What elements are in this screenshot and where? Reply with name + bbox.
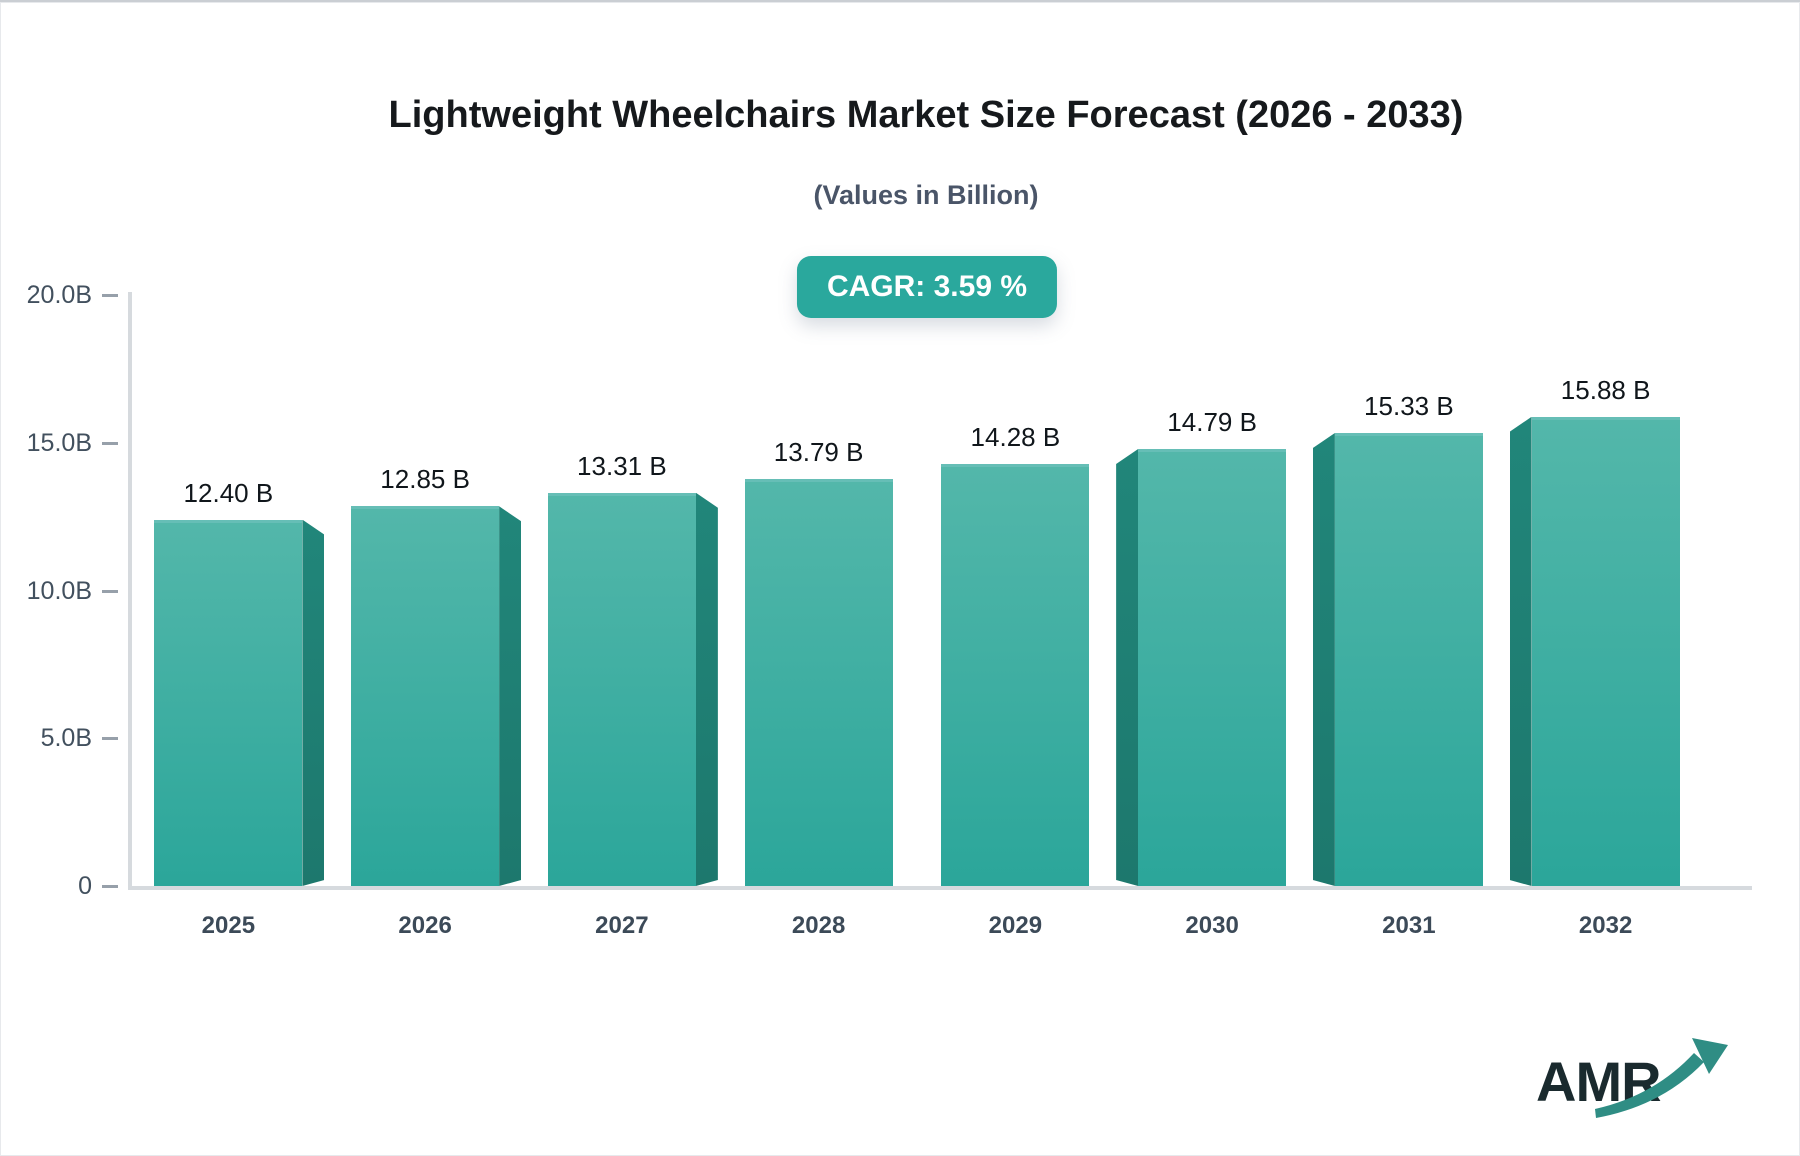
growth-arrow-icon — [1595, 1038, 1728, 1118]
bar-value-label-2032: 15.88 B — [1560, 374, 1651, 405]
x-tick-label-2029: 2029 — [988, 912, 1043, 939]
bar-column-2031: 15.33 B — [1311, 295, 1508, 886]
bar-2030 — [1138, 448, 1287, 886]
y-tick-dash — [102, 441, 118, 445]
bar-2032 — [1532, 416, 1680, 886]
x-tick-label-2032: 2032 — [1578, 912, 1633, 939]
bar-2028 — [744, 478, 893, 886]
y-tick-dash — [102, 885, 118, 888]
bar-value-label-2027: 13.31 B — [577, 450, 667, 481]
chart-title: Lightweight Wheelchairs Market Size Fore… — [388, 94, 1464, 136]
bar-2029 — [941, 464, 1090, 886]
x-axis-labels: 2025 2026 2027 2028 2029 2030 2031 2032 — [130, 910, 1704, 944]
bar-side-face-2026 — [499, 506, 521, 886]
x-tick-label-2031: 2031 — [1382, 912, 1436, 939]
bar-column-2027: 13.31 B — [524, 295, 721, 886]
bar-side-face-2032 — [1510, 417, 1532, 886]
x-tick-label-2026: 2026 — [398, 912, 452, 939]
bar-column-2026: 12.85 B — [327, 295, 524, 886]
bar-value-label-2025: 12.40 B — [183, 477, 274, 508]
y-tick-label: 10.0B — [26, 576, 92, 605]
bar-2031 — [1335, 433, 1483, 886]
y-tick-label: 5.0B — [40, 724, 92, 753]
x-tick-label-2025: 2025 — [201, 912, 256, 939]
bar-side-face-2025 — [302, 520, 324, 886]
bar-2027 — [547, 492, 696, 886]
x-tick-label-2030: 2030 — [1185, 912, 1239, 939]
y-tick-label: 0 — [78, 872, 92, 900]
bar-side-face-2031 — [1313, 433, 1335, 886]
y-tick-label: 15.0B — [26, 428, 92, 457]
bar-column-2032: 15.88 B — [1507, 295, 1704, 886]
bar-value-label-2026: 12.85 B — [380, 464, 470, 495]
y-tick-dash — [102, 737, 118, 741]
y-tick-label: 20.0B — [26, 281, 92, 309]
bar-side-face-2027 — [696, 493, 718, 886]
chart-subtitle: (Values in Billion) — [813, 180, 1039, 210]
bar-2026 — [351, 506, 499, 886]
bar-value-label-2031: 15.33 B — [1364, 391, 1454, 421]
cagr-badge: CAGR: 3.59 % — [796, 256, 1058, 318]
x-axis-line — [128, 886, 1752, 890]
bar-column-2025: 12.40 B — [130, 295, 327, 886]
x-tick-label-2027: 2027 — [595, 912, 649, 939]
bar-2025 — [154, 519, 302, 886]
bars-plot-area: 12.40 B 12.85 B 13.31 B 13.79 B 14.28 B 14.79… — [130, 295, 1704, 886]
y-tick-dash — [102, 589, 118, 593]
bar-side-face-2030 — [1116, 449, 1138, 886]
bar-column-2030: 14.79 B — [1114, 295, 1311, 886]
bar-value-label-2029: 14.28 B — [970, 422, 1061, 453]
y-tick-dash — [102, 294, 118, 297]
bar-column-2028: 13.79 B — [720, 295, 917, 886]
x-tick-label-2028: 2028 — [791, 912, 846, 939]
y-axis-line — [128, 292, 132, 890]
bar-value-label-2030: 14.79 B — [1167, 406, 1257, 437]
amr-logo: AMR — [1536, 1038, 1766, 1142]
bar-value-label-2028: 13.79 B — [773, 436, 864, 467]
bar-column-2029: 14.28 B — [917, 295, 1114, 886]
